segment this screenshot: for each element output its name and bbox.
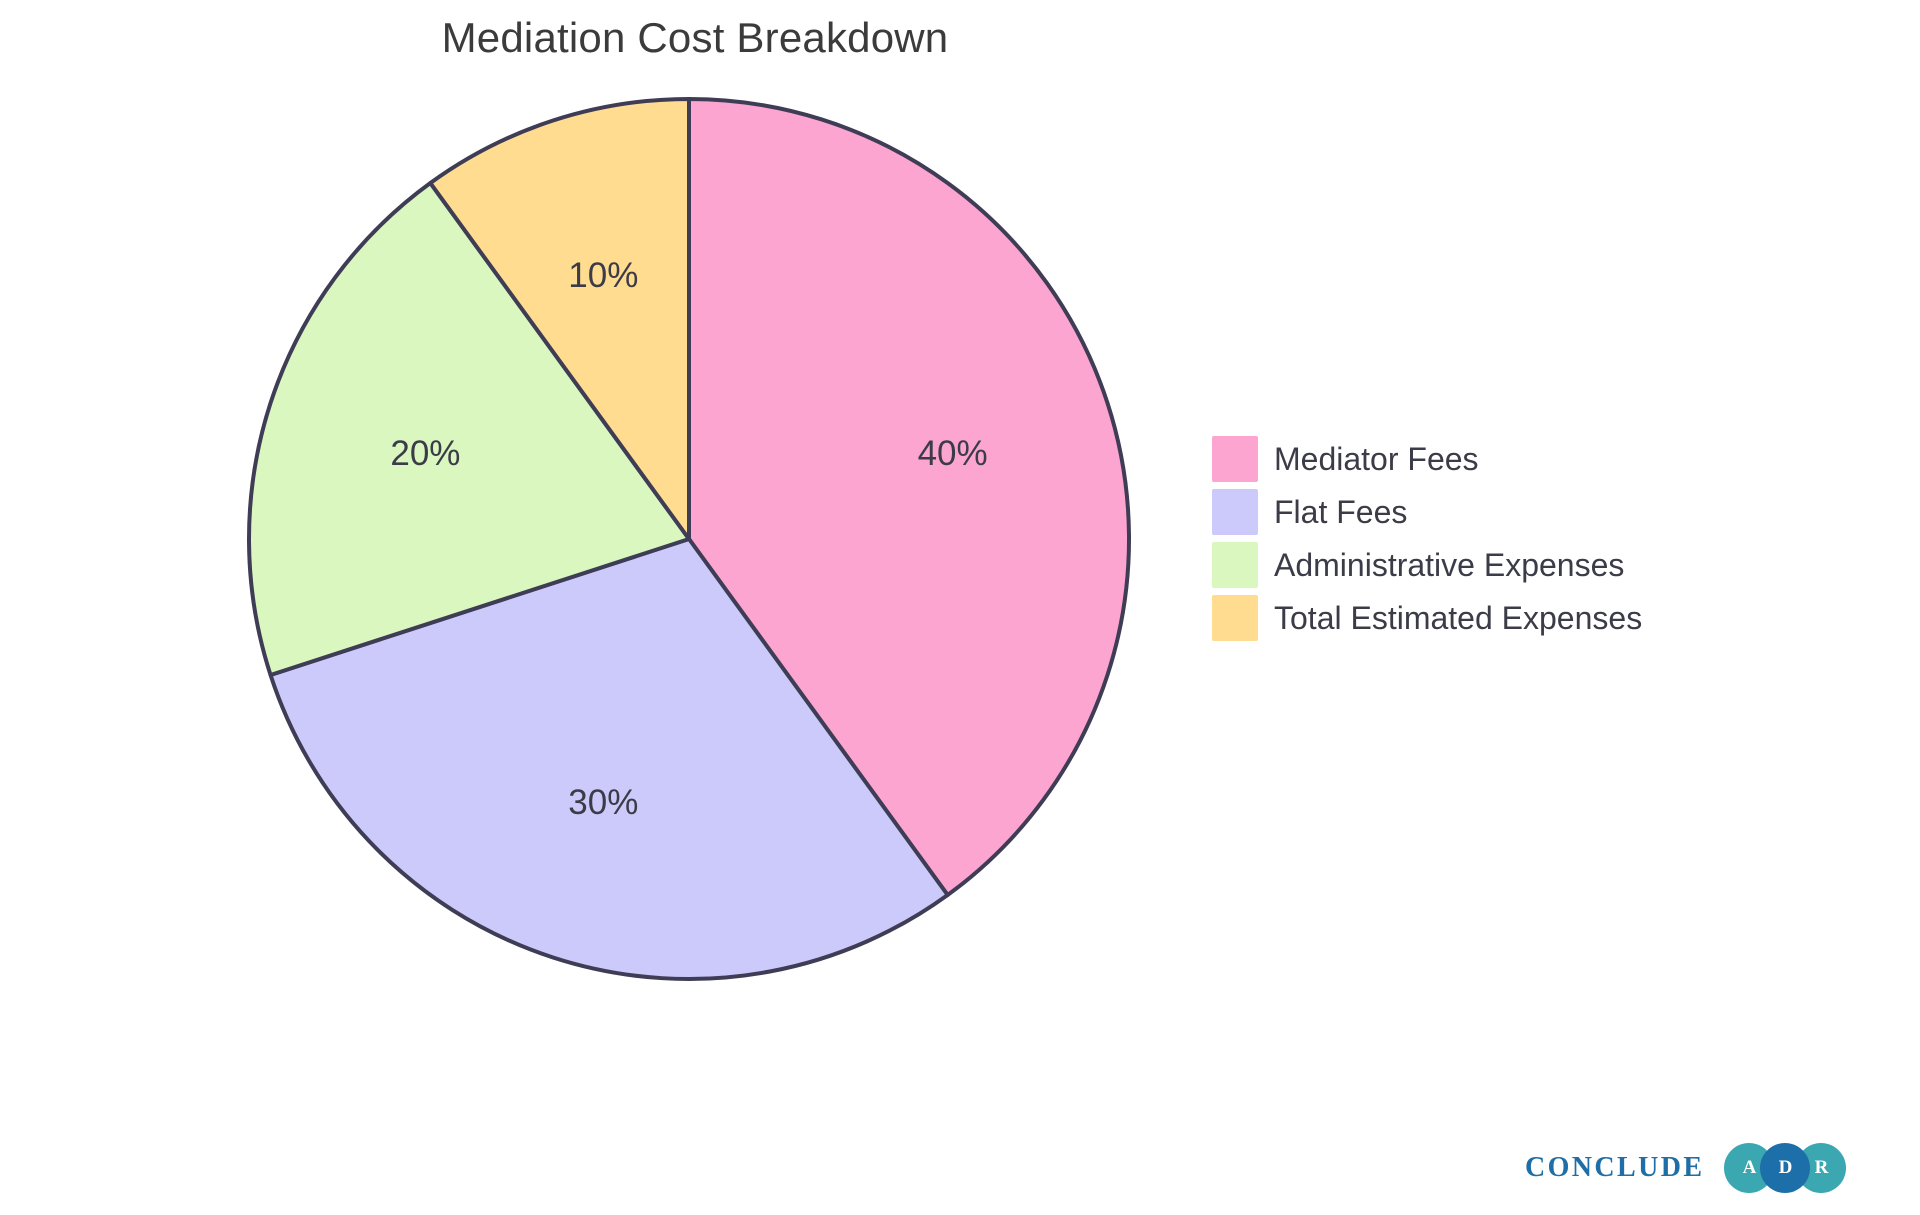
- legend-item[interactable]: Total Estimated Expenses: [1212, 591, 1732, 644]
- legend-label: Total Estimated Expenses: [1274, 599, 1643, 636]
- legend-swatch-mediator-fees: [1212, 435, 1258, 482]
- pie-chart-svg: 40% 30% 20% 10%: [247, 97, 1132, 982]
- legend-swatch-administrative-expenses: [1212, 541, 1258, 588]
- logo-circle-d-icon: D: [1760, 1143, 1811, 1193]
- legend-item[interactable]: Mediator Fees: [1212, 432, 1732, 485]
- legend-swatch-total-estimated-expenses: [1212, 594, 1258, 641]
- page-title: Mediation Cost Breakdown: [441, 14, 949, 61]
- legend: Mediator Fees Flat Fees Administrative E…: [1212, 432, 1732, 644]
- legend-item[interactable]: Administrative Expenses: [1212, 538, 1732, 591]
- legend-swatch-flat-fees: [1212, 488, 1258, 535]
- pie-slice-label: 10%: [568, 256, 638, 295]
- pie-slice-label: 40%: [918, 434, 988, 473]
- brand-logo: CONCLUDE A R D: [1525, 1140, 1847, 1196]
- legend-label: Mediator Fees: [1274, 440, 1479, 477]
- pie-slice[interactable]: [268, 537, 950, 982]
- pie-chart: 40% 30% 20% 10%: [243, 93, 1135, 985]
- pie-slice[interactable]: [428, 97, 691, 541]
- legend-label: Flat Fees: [1274, 493, 1408, 530]
- pie-slice[interactable]: [687, 97, 1132, 897]
- pie-slice-label: 20%: [390, 434, 460, 473]
- pie-slice[interactable]: [247, 181, 691, 677]
- legend-item[interactable]: Flat Fees: [1212, 485, 1732, 538]
- pie-slice-group: [247, 97, 1132, 982]
- pie-slice-label: 30%: [568, 783, 638, 822]
- pie-label-group: 40% 30% 20% 10%: [390, 256, 987, 822]
- legend-label: Administrative Expenses: [1274, 546, 1625, 583]
- logo-wordmark: CONCLUDE: [1525, 1152, 1705, 1183]
- logo-circle-group: A R D: [1724, 1143, 1847, 1193]
